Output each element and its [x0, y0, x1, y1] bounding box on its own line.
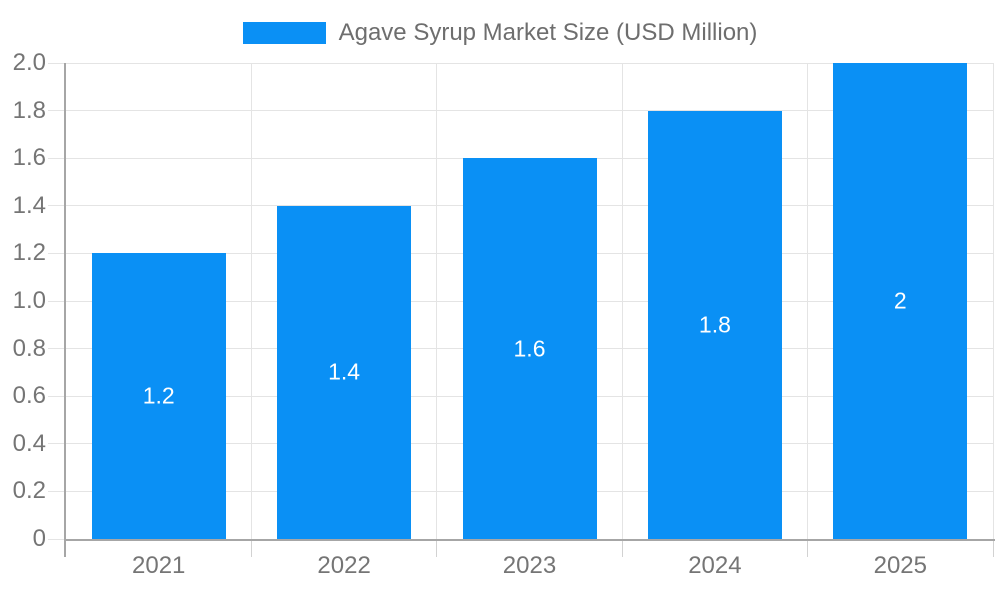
bar-value-label: 1.2 — [142, 382, 175, 409]
y-axis-tick-label: 1.6 — [12, 144, 46, 172]
y-tick — [48, 348, 64, 350]
bar-2021[interactable]: 1.2 — [91, 253, 226, 539]
y-axis-tick-label: 0.2 — [12, 477, 46, 505]
v-gridline — [807, 63, 809, 539]
y-tick — [48, 110, 64, 112]
bar-2024[interactable]: 1.8 — [647, 110, 782, 539]
x-tick — [250, 539, 252, 557]
bar-2023[interactable]: 1.6 — [462, 158, 597, 539]
x-tick — [621, 539, 623, 557]
y-axis-tick-label: 0 — [32, 525, 46, 552]
chart-title: Agave Syrup Market Size (USD Million) — [338, 19, 758, 46]
bar-value-label: 1.6 — [513, 335, 546, 362]
plot-area: 1.2 1.4 1.6 1.8 2 — [48, 62, 995, 557]
y-axis-labels: 0 0.2 0.4 0.6 0.8 1.0 1.2 1.4 1.6 1.8 2.0 — [0, 49, 46, 552]
y-axis-line — [64, 63, 66, 557]
v-gridline — [992, 63, 994, 539]
y-axis-tick-label: 0.4 — [12, 429, 46, 457]
y-tick — [48, 205, 64, 207]
x-axis-category-label: 2025 — [873, 552, 927, 579]
y-tick — [48, 443, 64, 445]
bar-value-label: 2 — [893, 287, 907, 314]
y-axis-tick-label: 1.0 — [12, 287, 46, 314]
y-tick — [48, 252, 64, 254]
v-gridline — [250, 63, 252, 539]
bar-2022[interactable]: 1.4 — [277, 205, 412, 539]
y-axis-tick-label: 2.0 — [12, 49, 46, 76]
x-axis-line — [64, 539, 995, 541]
y-tick — [48, 538, 64, 540]
y-axis-tick-label: 1.8 — [12, 96, 46, 124]
x-axis-category-label: 2023 — [502, 552, 557, 579]
x-axis-labels: 2021 2022 2023 2024 2025 — [66, 552, 993, 582]
y-tick — [48, 395, 64, 397]
v-gridline — [621, 63, 623, 539]
y-axis-tick-label: 1.4 — [12, 191, 46, 219]
h-gridline — [66, 110, 993, 112]
x-axis-category-label: 2024 — [688, 552, 742, 579]
x-tick — [807, 539, 809, 557]
x-axis-category-label: 2021 — [131, 552, 186, 579]
x-tick — [436, 539, 438, 557]
bar-2025[interactable]: 2 — [833, 63, 968, 539]
bar-value-label: 1.4 — [328, 358, 361, 385]
y-tick — [48, 62, 64, 64]
y-tick — [48, 157, 64, 159]
y-axis-tick-label: 1.2 — [12, 239, 46, 267]
legend-swatch-icon — [242, 22, 326, 44]
legend[interactable]: Agave Syrup Market Size (USD Million) — [0, 19, 1000, 47]
y-tick — [48, 300, 64, 302]
x-tick — [992, 539, 994, 557]
v-gridline — [436, 63, 438, 539]
y-tick — [48, 490, 64, 492]
h-gridline — [66, 62, 993, 64]
x-axis-category-label: 2022 — [317, 552, 371, 579]
bar-value-label: 1.8 — [698, 311, 731, 338]
y-axis-tick-label: 0.8 — [12, 334, 46, 362]
y-axis-tick-label: 0.6 — [12, 382, 46, 410]
